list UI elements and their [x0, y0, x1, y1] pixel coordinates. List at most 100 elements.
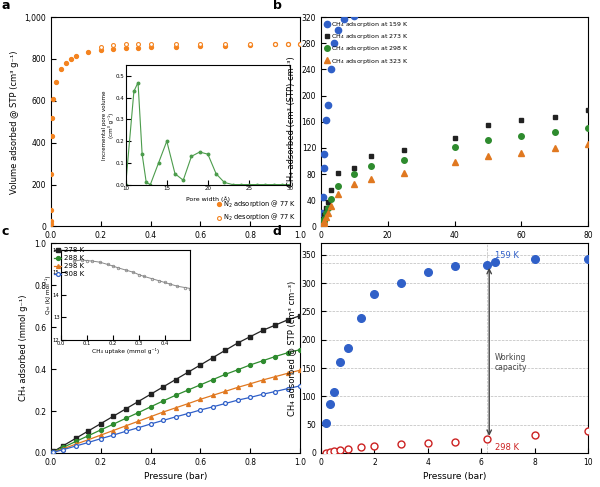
N$_2$ desorption @ 77 K: [222, 41, 229, 47]
N$_2$ desorption @ 77 K: [147, 41, 154, 47]
298 K: [234, 384, 241, 390]
N$_2$ adsorption @ 77 K: [97, 47, 104, 53]
CH$_4$ adsorption at 298 K: [367, 163, 374, 169]
CH$_4$ adsorption at 298 K: [318, 224, 325, 229]
N$_2$ adsorption @ 77 K: [296, 41, 304, 47]
CH$_4$ adsorption at 159 K: [324, 102, 331, 108]
N$_2$ adsorption @ 77 K: [172, 44, 179, 50]
CH$_4$ adsorption at 298 K: [319, 223, 326, 228]
CH$_4$ adsorption at 323 K: [319, 222, 326, 228]
278 K: [197, 362, 204, 368]
308 K: [272, 389, 279, 394]
278 K: [184, 369, 191, 375]
CH$_4$ adsorption at 273 K: [320, 216, 327, 222]
CH$_4$ adsorption at 323 K: [319, 223, 326, 229]
N$_2$ adsorption @ 77 K: [110, 46, 117, 52]
CH$_4$ adsorption at 273 K: [551, 113, 558, 119]
308 K: [60, 447, 67, 452]
Line: CH$_4$ adsorption at 298 K: CH$_4$ adsorption at 298 K: [319, 126, 591, 229]
278 K: [60, 443, 67, 449]
308 K: [160, 417, 167, 423]
Line: N$_2$ adsorption @ 77 K: N$_2$ adsorption @ 77 K: [49, 42, 302, 226]
N$_2$ adsorption @ 77 K: [197, 43, 204, 49]
CH$_4$ adsorption at 159 K: [319, 210, 326, 216]
CH$_4$ adsorption at 323 K: [451, 159, 458, 165]
278 K: [85, 428, 92, 434]
288 K: [184, 387, 191, 393]
CH$_4$ adsorption at 323 K: [351, 181, 358, 187]
308 K: [147, 421, 154, 427]
288 K: [73, 438, 80, 444]
CH$_4$ adsorption at 273 K: [334, 170, 341, 176]
N$_2$ desorption @ 77 K: [247, 41, 254, 47]
308 K: [234, 397, 241, 403]
CH$_4$ adsorption at 273 K: [518, 117, 525, 123]
CH$_4$ adsorption at 159 K: [451, 5, 458, 11]
Y-axis label: CH₄ adsorbed @ STP (cm³ cm⁻³): CH₄ adsorbed @ STP (cm³ cm⁻³): [287, 281, 296, 416]
Line: 298 K: 298 K: [52, 368, 302, 454]
288 K: [60, 444, 67, 450]
CH$_4$ adsorption at 298 K: [518, 133, 525, 139]
CH$_4$ adsorption at 273 K: [324, 199, 331, 205]
278 K: [172, 377, 179, 383]
278 K: [234, 340, 241, 346]
308 K: [209, 404, 217, 410]
CH$_4$ adsorption at 298 K: [324, 205, 331, 211]
Text: 159 K: 159 K: [494, 251, 518, 261]
N$_2$ adsorption @ 77 K: [62, 60, 70, 66]
298 K: [296, 367, 304, 373]
CH$_4$ adsorption at 159 K: [334, 27, 341, 33]
X-axis label: Pressure (bar): Pressure (bar): [423, 246, 486, 255]
278 K: [209, 355, 217, 360]
288 K: [160, 398, 167, 404]
CH$_4$ adsorption at 273 K: [401, 147, 408, 153]
CH$_4$ adsorption at 298 K: [321, 216, 328, 222]
CH$_4$ adsorption at 323 K: [334, 191, 341, 197]
N$_2$ adsorption @ 77 K: [48, 133, 55, 139]
CH$_4$ adsorption at 273 K: [584, 107, 592, 113]
N$_2$ desorption @ 77 K: [197, 41, 204, 47]
308 K: [284, 386, 291, 392]
Y-axis label: CH₄ adsorbed (mmol g⁻¹): CH₄ adsorbed (mmol g⁻¹): [19, 295, 28, 401]
288 K: [284, 350, 291, 356]
298 K: [272, 374, 279, 379]
278 K: [272, 322, 279, 328]
CH$_4$ adsorption at 298 K: [322, 210, 329, 216]
308 K: [50, 450, 57, 455]
288 K: [134, 410, 142, 415]
N$_2$ desorption @ 77 K: [284, 41, 291, 47]
CH$_4$ adsorption at 159 K: [322, 117, 329, 123]
CH$_4$ adsorption at 323 K: [318, 224, 325, 229]
278 K: [73, 435, 80, 441]
288 K: [209, 377, 217, 383]
298 K: [122, 423, 130, 429]
298 K: [184, 401, 191, 407]
Line: CH$_4$ adsorption at 159 K: CH$_4$ adsorption at 159 K: [318, 3, 591, 227]
298 K: [160, 409, 167, 415]
278 K: [110, 413, 117, 419]
N$_2$ adsorption @ 77 K: [73, 53, 80, 59]
298 K: [247, 381, 254, 387]
278 K: [296, 313, 304, 318]
308 K: [296, 383, 304, 389]
CH$_4$ adsorption at 159 K: [351, 13, 358, 19]
Text: 298 K: 298 K: [494, 443, 518, 452]
X-axis label: Pressure (bar): Pressure (bar): [144, 472, 207, 481]
CH$_4$ adsorption at 323 K: [320, 220, 327, 225]
CH$_4$ adsorption at 323 K: [484, 153, 491, 159]
298 K: [60, 446, 67, 451]
CH$_4$ adsorption at 159 K: [328, 66, 335, 72]
CH$_4$ adsorption at 159 K: [584, 3, 592, 9]
CH$_4$ adsorption at 273 K: [318, 223, 325, 229]
308 K: [85, 439, 92, 445]
CH$_4$ adsorption at 323 K: [518, 150, 525, 155]
CH$_4$ adsorption at 273 K: [319, 220, 326, 226]
N$_2$ adsorption @ 77 K: [247, 42, 254, 48]
Y-axis label: Volume adsorbed @ STP (cm³ g⁻¹): Volume adsorbed @ STP (cm³ g⁻¹): [10, 50, 19, 193]
298 K: [284, 371, 291, 376]
CH$_4$ adsorption at 323 K: [367, 176, 374, 182]
278 K: [259, 327, 266, 333]
Line: N$_2$ desorption @ 77 K: N$_2$ desorption @ 77 K: [99, 42, 302, 49]
CH$_4$ adsorption at 298 K: [551, 129, 558, 134]
Line: 288 K: 288 K: [52, 348, 302, 454]
